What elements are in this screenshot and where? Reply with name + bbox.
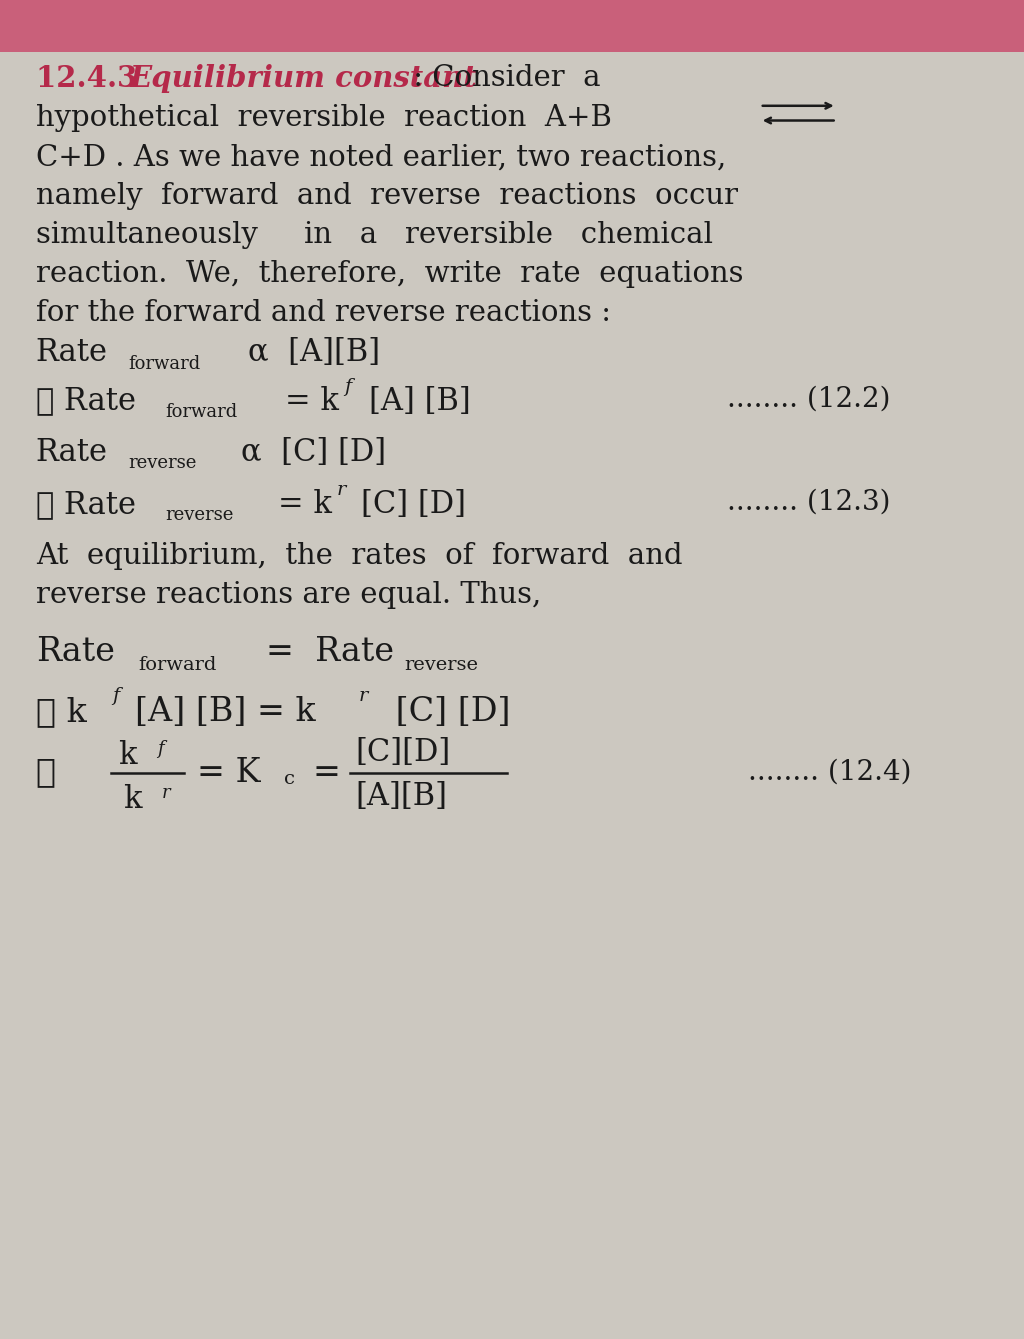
Text: ∴: ∴ bbox=[36, 757, 56, 789]
Text: simultaneously     in   a   reversible   chemical: simultaneously in a reversible chemical bbox=[36, 221, 713, 249]
Text: forward: forward bbox=[128, 355, 201, 372]
Text: = k: = k bbox=[285, 386, 339, 416]
Text: r: r bbox=[358, 687, 368, 704]
Text: Rate: Rate bbox=[36, 337, 108, 368]
FancyBboxPatch shape bbox=[0, 0, 1024, 52]
Text: Equilibrium constant: Equilibrium constant bbox=[130, 64, 478, 94]
Text: c: c bbox=[284, 770, 295, 789]
Text: = K: = K bbox=[197, 757, 260, 789]
Text: f: f bbox=[157, 739, 163, 758]
Text: r: r bbox=[337, 481, 346, 498]
Text: reverse reactions are equal. Thus,: reverse reactions are equal. Thus, bbox=[36, 581, 541, 609]
Text: =  Rate: = Rate bbox=[266, 636, 394, 668]
Text: hypothetical  reversible  reaction  A+B: hypothetical reversible reaction A+B bbox=[36, 104, 611, 133]
Text: reverse: reverse bbox=[128, 454, 197, 471]
Text: Rate: Rate bbox=[36, 437, 108, 467]
Text: [A] [B] = k: [A] [B] = k bbox=[135, 696, 315, 728]
Text: for the forward and reverse reactions :: for the forward and reverse reactions : bbox=[36, 299, 611, 327]
Text: α  [C] [D]: α [C] [D] bbox=[241, 437, 386, 467]
Text: C+D . As we have noted earlier, two reactions,: C+D . As we have noted earlier, two reac… bbox=[36, 143, 726, 171]
Text: Rate: Rate bbox=[36, 636, 115, 668]
Text: k: k bbox=[118, 739, 136, 771]
Text: reaction.  We,  therefore,  write  rate  equations: reaction. We, therefore, write rate equa… bbox=[36, 260, 743, 288]
Text: α  [A][B]: α [A][B] bbox=[248, 337, 380, 368]
Text: =: = bbox=[312, 757, 340, 789]
Text: [C] [D]: [C] [D] bbox=[361, 489, 467, 520]
Text: : Consider  a: : Consider a bbox=[404, 64, 601, 92]
Text: [C][D]: [C][D] bbox=[355, 736, 451, 769]
Text: r: r bbox=[162, 783, 170, 802]
Text: k: k bbox=[123, 783, 141, 815]
Text: reverse: reverse bbox=[404, 656, 478, 674]
Text: namely  forward  and  reverse  reactions  occur: namely forward and reverse reactions occ… bbox=[36, 182, 738, 210]
Text: ........ (12.4): ........ (12.4) bbox=[748, 759, 911, 786]
Text: [A][B]: [A][B] bbox=[355, 781, 447, 813]
Text: [C] [D]: [C] [D] bbox=[385, 696, 511, 728]
Text: [A] [B]: [A] [B] bbox=[369, 386, 470, 416]
Text: ∴ k: ∴ k bbox=[36, 696, 87, 728]
Text: f: f bbox=[113, 687, 120, 704]
Text: f: f bbox=[344, 378, 351, 395]
Text: 12.4.3: 12.4.3 bbox=[36, 64, 147, 94]
Text: reverse: reverse bbox=[165, 506, 233, 524]
Text: At  equilibrium,  the  rates  of  forward  and: At equilibrium, the rates of forward and bbox=[36, 542, 682, 570]
Text: ........ (12.3): ........ (12.3) bbox=[727, 489, 891, 516]
Text: forward: forward bbox=[165, 403, 238, 420]
Text: ........ (12.2): ........ (12.2) bbox=[727, 386, 891, 412]
Text: forward: forward bbox=[138, 656, 217, 674]
Text: ∴ Rate: ∴ Rate bbox=[36, 386, 136, 416]
Text: ∴ Rate: ∴ Rate bbox=[36, 489, 136, 520]
Text: = k: = k bbox=[278, 489, 332, 520]
